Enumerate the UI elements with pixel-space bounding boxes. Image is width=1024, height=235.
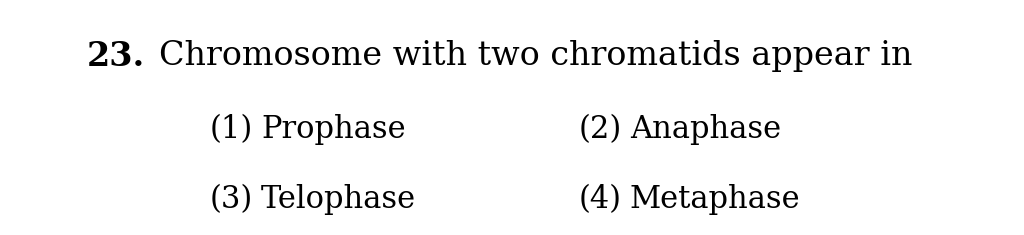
Text: Prophase: Prophase (261, 114, 406, 145)
Text: Chromosome with two chromatids appear in: Chromosome with two chromatids appear in (159, 40, 912, 72)
Text: (4): (4) (579, 184, 622, 215)
Text: Metaphase: Metaphase (630, 184, 801, 215)
Text: Anaphase: Anaphase (630, 114, 781, 145)
Text: Telophase: Telophase (261, 184, 416, 215)
Text: (3): (3) (210, 184, 253, 215)
Text: (2): (2) (579, 114, 622, 145)
Text: (1): (1) (210, 114, 253, 145)
Text: 23.: 23. (87, 40, 145, 73)
